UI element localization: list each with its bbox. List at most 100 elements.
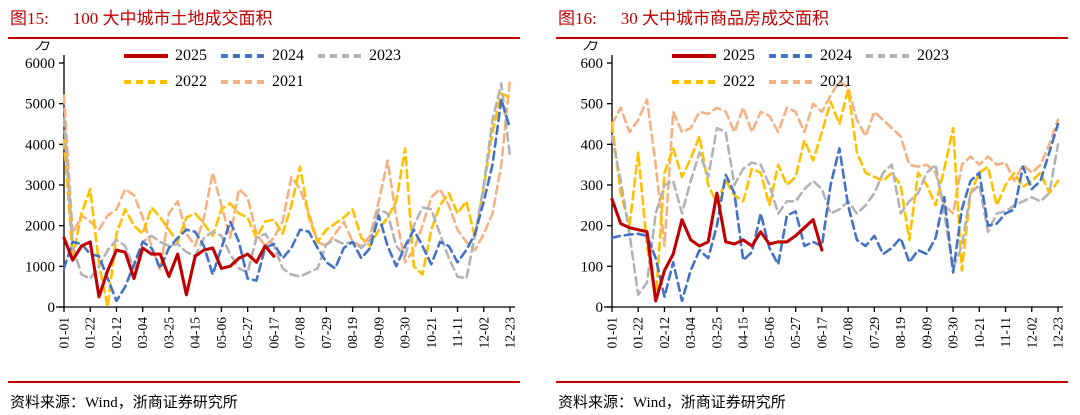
svg-text:03-25: 03-25 (709, 317, 724, 349)
svg-text:600: 600 (581, 56, 604, 72)
legend-item-2021: 2021 (221, 73, 304, 91)
svg-text:05-06: 05-06 (214, 317, 229, 349)
svg-text:03-04: 03-04 (135, 317, 150, 349)
legend-row-1: 2025 2024 2023 (124, 47, 401, 65)
svg-text:09-09: 09-09 (371, 317, 386, 349)
source-note-text: 资料来源：Wind，浙商证券研究所 (10, 395, 238, 411)
legend-swatch-2024 (769, 54, 813, 58)
legend-label-2021: 2021 (272, 73, 304, 90)
svg-text:11-11: 11-11 (450, 317, 465, 348)
figure-15-label: 图15: (10, 9, 49, 28)
svg-text:01-01: 01-01 (57, 317, 72, 349)
legend-label-2023: 2023 (917, 47, 949, 64)
legend-item-2022: 2022 (672, 73, 755, 91)
legend-label-2025: 2025 (723, 47, 755, 64)
svg-text:11-11: 11-11 (998, 317, 1013, 348)
svg-text:08-19: 08-19 (345, 317, 360, 349)
figure-16-legend: 2025 2024 2023 2022 (672, 47, 949, 91)
svg-text:04-15: 04-15 (188, 317, 203, 349)
svg-text:500: 500 (581, 97, 604, 113)
svg-text:07-29: 07-29 (867, 317, 882, 349)
figure-15-panel: 图15: 100 大中城市土地成交面积 2025 2024 2023 (8, 6, 520, 411)
figure-16-panel: 图16: 30 大中城市商品房成交面积 2025 2024 2023 (556, 6, 1068, 411)
legend-row-2: 2022 2021 (672, 73, 949, 91)
svg-text:0: 0 (48, 300, 56, 316)
svg-text:01-22: 01-22 (631, 317, 646, 349)
figure-16-title: 30 大中城市商品房成交面积 (620, 9, 829, 28)
svg-text:300: 300 (581, 178, 604, 194)
svg-text:万: 万 (583, 41, 600, 53)
svg-text:06-17: 06-17 (266, 317, 281, 349)
svg-text:10-21: 10-21 (972, 317, 987, 349)
figure-16-chart: 2025 2024 2023 2022 (556, 39, 1068, 381)
svg-text:07-08: 07-08 (841, 317, 856, 349)
figure-16-source: 资料来源：Wind，浙商证券研究所 (556, 381, 1068, 414)
figure-15-chart: 2025 2024 2023 2022 (8, 39, 520, 381)
svg-text:04-15: 04-15 (736, 317, 751, 349)
svg-text:0: 0 (596, 300, 604, 316)
svg-text:万: 万 (35, 41, 52, 53)
svg-text:09-30: 09-30 (398, 317, 413, 349)
svg-text:05-27: 05-27 (240, 317, 255, 349)
legend-label-2024: 2024 (820, 47, 852, 64)
svg-text:12-23: 12-23 (503, 317, 518, 349)
svg-text:03-25: 03-25 (161, 317, 176, 349)
legend-swatch-2025 (672, 54, 716, 58)
legend-swatch-2022 (672, 80, 716, 84)
legend-item-2023: 2023 (318, 47, 401, 65)
legend-item-2022: 2022 (124, 73, 207, 91)
svg-text:07-08: 07-08 (293, 317, 308, 349)
legend-swatch-2021 (769, 80, 813, 84)
figure-15-title-row: 图15: 100 大中城市土地成交面积 (8, 6, 520, 39)
svg-text:12-02: 12-02 (476, 317, 491, 349)
legend-swatch-2022 (124, 80, 168, 84)
svg-text:6000: 6000 (25, 56, 55, 72)
svg-text:400: 400 (581, 137, 604, 153)
svg-text:12-23: 12-23 (1051, 317, 1066, 349)
figure-15-source: 资料来源：Wind，浙商证券研究所 (8, 381, 520, 414)
svg-text:100: 100 (581, 259, 604, 275)
svg-text:06-17: 06-17 (814, 317, 829, 349)
legend-row-1: 2025 2024 2023 (672, 47, 949, 65)
svg-text:12-02: 12-02 (1024, 317, 1039, 349)
svg-text:07-29: 07-29 (319, 317, 334, 349)
legend-label-2022: 2022 (175, 73, 207, 90)
figure-16-label: 图16: (558, 9, 597, 28)
svg-text:08-19: 08-19 (893, 317, 908, 349)
legend-item-2021: 2021 (769, 73, 852, 91)
svg-text:200: 200 (581, 219, 604, 235)
legend-item-2024: 2024 (769, 47, 852, 65)
svg-text:4000: 4000 (25, 137, 55, 153)
source-note-text: 资料来源：Wind，浙商证券研究所 (558, 395, 786, 411)
figure-15-title: 100 大中城市土地成交面积 (72, 9, 273, 28)
legend-item-2025: 2025 (124, 47, 207, 65)
legend-label-2021: 2021 (820, 73, 852, 90)
legend-swatch-2023 (866, 54, 910, 58)
svg-text:5000: 5000 (25, 97, 55, 113)
legend-label-2025: 2025 (175, 47, 207, 64)
figure-16-plot: 0 100 200 300 400 500 600 万 01-01 01-22 02-12 03-04… (581, 41, 1066, 349)
legend-swatch-2023 (318, 54, 362, 58)
figure-16-title-row: 图16: 30 大中城市商品房成交面积 (556, 6, 1068, 39)
svg-text:02-12: 02-12 (657, 317, 672, 349)
legend-label-2022: 2022 (723, 73, 755, 90)
svg-text:09-30: 09-30 (946, 317, 961, 349)
legend-swatch-2024 (221, 54, 265, 58)
svg-text:02-12: 02-12 (109, 317, 124, 349)
figure-15-plot: 0 1000 2000 3000 4000 5000 6000 万 01-01 01-22 02-1… (25, 41, 518, 349)
figure-15-legend: 2025 2024 2023 2022 (124, 47, 401, 91)
svg-text:3000: 3000 (25, 178, 55, 194)
legend-swatch-2025 (124, 54, 168, 58)
svg-text:01-22: 01-22 (83, 317, 98, 349)
legend-item-2025: 2025 (672, 47, 755, 65)
svg-text:05-06: 05-06 (762, 317, 777, 349)
svg-text:09-09: 09-09 (919, 317, 934, 349)
legend-item-2024: 2024 (221, 47, 304, 65)
legend-row-2: 2022 2021 (124, 73, 401, 91)
svg-text:05-27: 05-27 (788, 317, 803, 349)
svg-text:1000: 1000 (25, 259, 55, 275)
svg-text:2000: 2000 (25, 219, 55, 235)
svg-text:03-04: 03-04 (683, 317, 698, 349)
legend-label-2024: 2024 (272, 47, 304, 64)
